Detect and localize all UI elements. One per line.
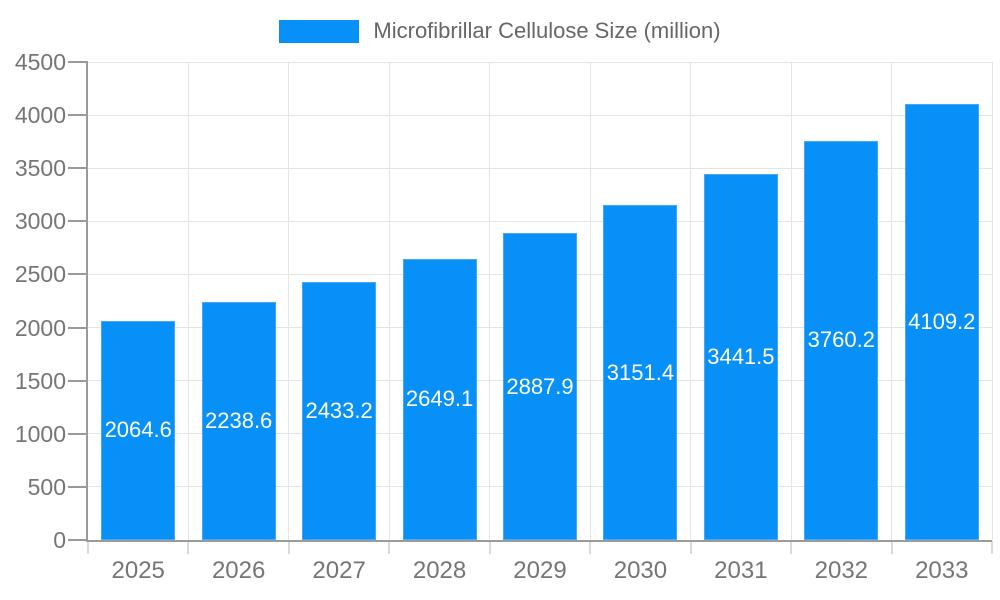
bar-value-label: 4109.2 — [908, 308, 976, 334]
y-axis-tick — [68, 61, 88, 63]
y-axis-tick — [68, 326, 88, 329]
y-axis-tick — [68, 273, 88, 276]
x-axis-tick — [287, 541, 290, 554]
gridline-vertical — [891, 62, 893, 540]
bar-value-label: 3760.2 — [807, 327, 875, 353]
y-tick-label: 3000 — [14, 208, 66, 235]
x-tick-label: 2029 — [513, 557, 567, 584]
bar-value-label: 2887.9 — [506, 373, 574, 399]
x-tick-label: 2031 — [714, 557, 768, 584]
gridline-horizontal — [88, 167, 992, 169]
x-axis-line — [86, 540, 992, 542]
bar[interactable] — [101, 320, 176, 540]
x-axis-tick — [890, 541, 893, 554]
x-tick-label: 2033 — [915, 557, 969, 584]
y-tick-label: 1500 — [14, 367, 66, 394]
y-tick-label: 4500 — [14, 49, 66, 75]
x-tick-label: 2027 — [312, 557, 366, 584]
y-tick-label: 500 — [27, 473, 66, 500]
x-axis-tick — [589, 541, 592, 554]
x-axis-tick — [689, 541, 692, 554]
bar[interactable] — [302, 281, 377, 540]
gridline-vertical — [690, 62, 692, 540]
y-tick-label: 2000 — [14, 314, 66, 341]
x-axis-tick — [388, 541, 391, 554]
gridline-horizontal — [88, 114, 992, 116]
gridline-vertical — [589, 62, 591, 540]
x-tick-label: 2028 — [412, 557, 467, 584]
y-axis-tick — [68, 432, 88, 435]
bar-value-label: 2238.6 — [205, 408, 273, 434]
legend-label: Microfibrillar Cellulose Size (million) — [373, 18, 721, 43]
legend[interactable]: Microfibrillar Cellulose Size (million) — [0, 16, 1000, 46]
x-axis-tick — [87, 541, 89, 554]
gridline-vertical — [991, 62, 993, 540]
legend-swatch — [279, 19, 360, 43]
y-axis-tick — [68, 220, 88, 223]
gridline-vertical — [388, 62, 390, 540]
x-axis-tick — [790, 541, 793, 554]
y-axis-line — [86, 62, 88, 542]
y-axis-tick — [68, 114, 88, 117]
bar[interactable] — [201, 302, 276, 540]
gridline-horizontal — [88, 61, 992, 63]
bar-value-label: 3441.5 — [707, 344, 775, 370]
y-axis-tick — [68, 485, 88, 488]
y-axis-tick — [68, 379, 88, 382]
gridline-horizontal — [88, 220, 992, 222]
x-tick-label: 2030 — [613, 557, 668, 584]
bar-value-label: 2649.1 — [405, 386, 474, 412]
bar[interactable] — [804, 140, 879, 540]
y-tick-label: 2500 — [14, 261, 66, 288]
bar[interactable] — [402, 258, 477, 540]
x-axis-tick — [187, 541, 190, 554]
gridline-vertical — [288, 62, 290, 540]
bar[interactable] — [904, 103, 979, 540]
bar[interactable] — [603, 205, 678, 540]
x-tick-label: 2025 — [111, 557, 165, 584]
x-tick-label: 2026 — [211, 557, 266, 584]
bar-value-label: 2433.2 — [305, 397, 373, 423]
y-tick-label: 3500 — [14, 155, 66, 182]
y-tick-label: 4000 — [14, 102, 66, 129]
y-tick-label: 0 — [53, 527, 66, 553]
bar[interactable] — [703, 174, 778, 540]
x-axis-tick — [488, 541, 491, 554]
x-axis-tick — [991, 541, 993, 554]
bar-value-label: 2064.6 — [104, 417, 172, 443]
bar-value-label: 3151.4 — [606, 359, 675, 385]
gridline-vertical — [187, 62, 189, 540]
y-tick-label: 1000 — [14, 420, 66, 447]
x-tick-label: 2032 — [814, 557, 869, 584]
gridline-vertical — [790, 62, 792, 540]
gridline-vertical — [489, 62, 491, 540]
y-axis-tick — [68, 539, 88, 541]
bar[interactable] — [503, 233, 577, 540]
y-axis-tick — [68, 167, 88, 170]
